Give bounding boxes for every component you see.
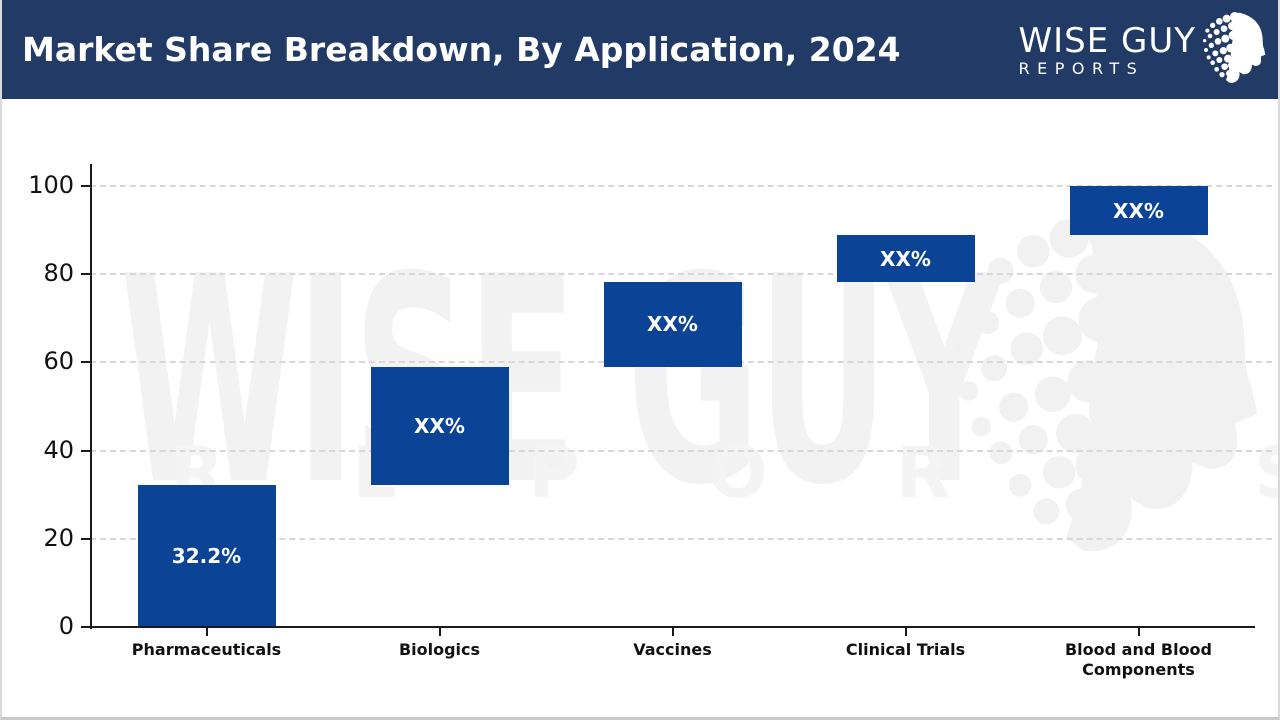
y-axis-tick-label: 40: [43, 435, 74, 464]
x-axis-tick: [671, 627, 674, 636]
y-axis-tick: [81, 361, 90, 364]
bar-value-label: XX%: [880, 246, 931, 271]
y-axis-tick-label: 60: [43, 347, 74, 376]
y-axis-tick-label: 80: [43, 259, 74, 288]
x-axis-tick: [1137, 627, 1140, 636]
x-axis-label: Pharmaceuticals: [131, 640, 282, 659]
brand-logo: WISE GUY REPORTS: [1018, 8, 1266, 92]
brand-subname: REPORTS: [1018, 58, 1145, 78]
x-axis: [89, 626, 1255, 628]
brand-logo-text: WISE GUY REPORTS: [1018, 24, 1196, 77]
y-axis-tick-label: 0: [58, 612, 74, 640]
y-axis-tick: [81, 273, 90, 276]
x-axis-tick: [438, 627, 441, 636]
brand-head-icon: [1203, 12, 1266, 83]
bar-value-label: XX%: [1113, 198, 1164, 223]
y-axis-tick: [81, 449, 90, 452]
page-title: Market Share Breakdown, By Application, …: [22, 30, 901, 69]
bar: XX%: [370, 366, 509, 485]
gridline: [90, 537, 1272, 540]
bar-value-label: XX%: [414, 413, 465, 438]
y-axis-tick: [81, 185, 90, 187]
bar: XX%: [836, 235, 975, 282]
x-axis-label: Blood and Blood Components: [1064, 640, 1212, 679]
y-axis-tick: [81, 626, 90, 628]
bar-value-label: 32.2%: [171, 543, 242, 568]
y-axis-tick: [81, 537, 90, 540]
watermark-text-line1: WISE GUY: [120, 216, 1003, 548]
y-axis-tick-label: 100: [28, 171, 74, 199]
brand-name: WISE GUY: [1018, 20, 1196, 61]
bar: XX%: [603, 281, 742, 367]
y-axis-tick-label: 20: [43, 523, 74, 552]
x-axis-label: Clinical Trials: [845, 640, 966, 659]
watermark-head-icon: [953, 205, 1258, 552]
x-axis-label: Biologics: [398, 640, 481, 659]
y-axis: [90, 164, 92, 629]
header-bar: Market Share Breakdown, By Application, …: [2, 0, 1278, 99]
bar: XX%: [1069, 186, 1208, 236]
x-axis-tick: [205, 627, 208, 636]
gridline: [90, 449, 1272, 452]
x-axis-tick: [904, 627, 907, 636]
gridline: [90, 273, 1272, 276]
gridline: [90, 185, 1272, 187]
x-axis-label: Vaccines: [633, 640, 712, 659]
bar: 32.2%: [137, 484, 276, 627]
bar-value-label: XX%: [647, 312, 698, 337]
